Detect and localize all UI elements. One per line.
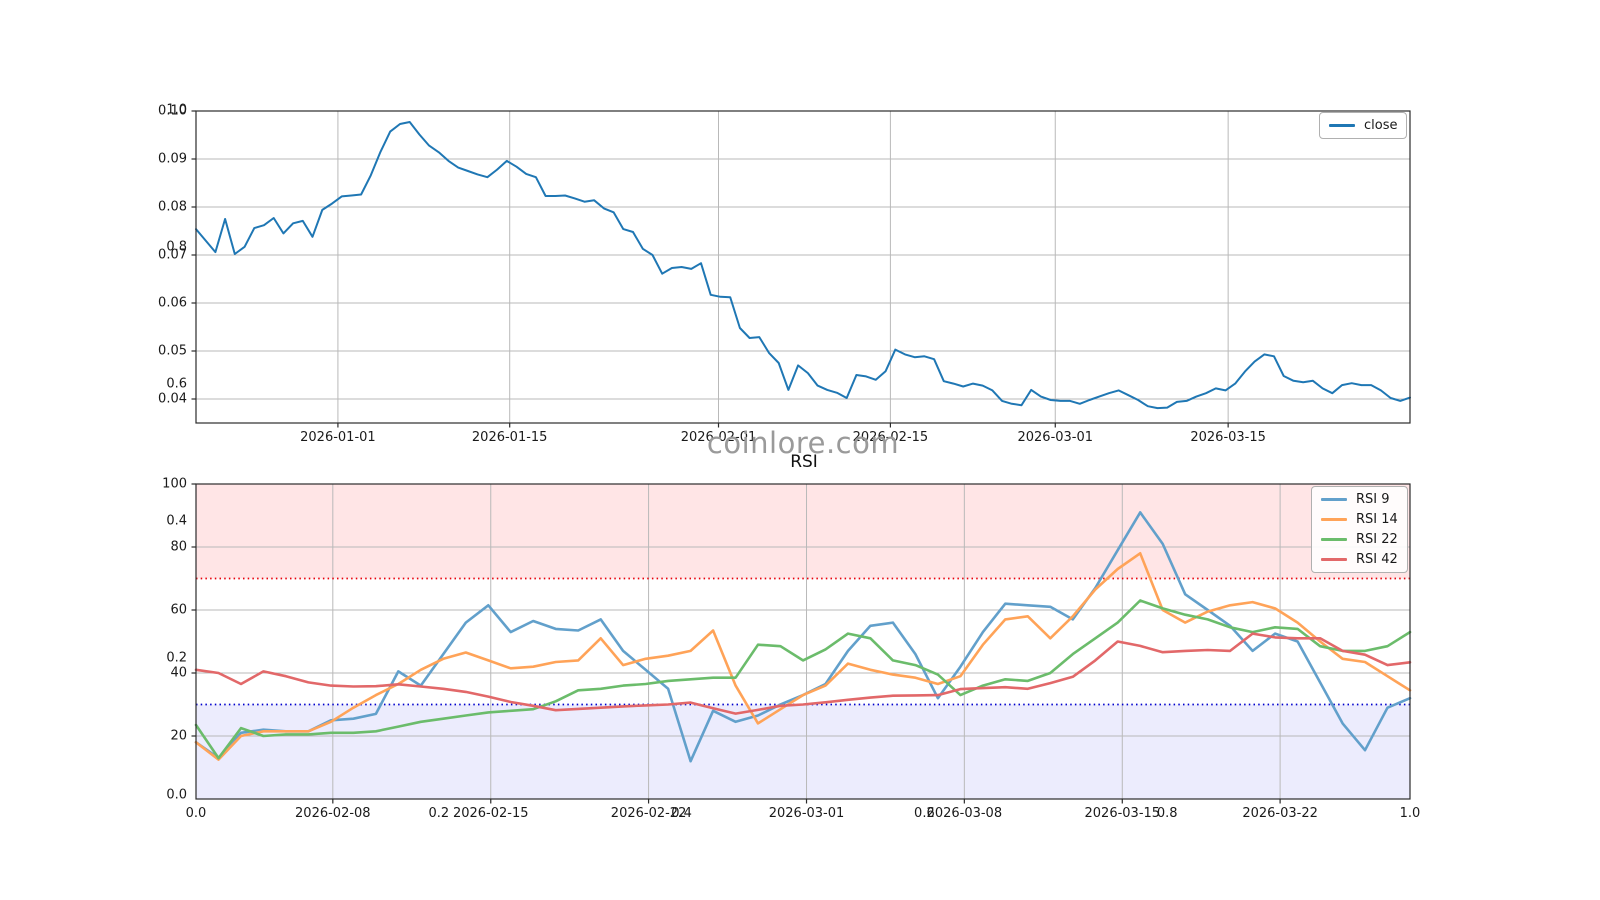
- overlay-x-tick-label: 0.0: [185, 806, 207, 821]
- rsi-x-tick-label: 2026-02-22: [610, 806, 687, 821]
- legend-label: RSI 42: [1356, 552, 1398, 567]
- rsi-plot-svg: [191, 483, 1412, 804]
- rsi-x-tick-label: 2026-03-22: [1242, 806, 1318, 821]
- rsi-panel-title: RSI: [790, 452, 818, 472]
- price-y-tick-label: 0.05: [158, 343, 187, 359]
- price-x-tick-label: 2026-03-01: [1017, 430, 1094, 445]
- price-y-tick-label: 0.09: [158, 151, 187, 167]
- rsi-y-tick-label: 40: [170, 665, 187, 681]
- overlay-x-tick-label: 0.4: [671, 806, 692, 821]
- legend-item: RSI 22: [1321, 532, 1398, 547]
- rsi-x-tick-label: 2026-03-01: [768, 806, 845, 821]
- rsi-band: [196, 704, 1410, 799]
- price-x-tick-label: 2026-03-15: [1190, 430, 1266, 445]
- price-series-close: [195, 121, 1411, 410]
- overlay-x-tick-label: 0.6: [914, 806, 935, 821]
- rsi-x-tick-label: 2026-03-15: [1084, 806, 1161, 821]
- legend-line-icon: [1321, 538, 1347, 541]
- price-y-tick-label: 0.06: [158, 295, 187, 311]
- price-legend: close: [1319, 112, 1408, 139]
- price-x-tick-label: 2026-02-01: [680, 430, 757, 445]
- rsi-y-tick-label: 20: [170, 728, 187, 744]
- price-y-tick-label: 0.10: [158, 103, 187, 119]
- legend-line-icon: [1329, 124, 1355, 127]
- legend-label: RSI 22: [1356, 532, 1398, 547]
- rsi-y-tick-label: 80: [170, 539, 187, 555]
- overlay-y-tick-label: 0.2: [166, 650, 187, 666]
- legend-line-icon: [1321, 558, 1347, 561]
- rsi-legend: RSI 9 RSI 14 RSI 22 RSI 42: [1311, 486, 1408, 573]
- price-x-tick-label: 2026-01-01: [300, 430, 376, 445]
- price-y-tick-label: 0.04: [158, 391, 187, 407]
- rsi-band: [196, 484, 1410, 579]
- rsi-x-tick-label: 2026-02-15: [452, 806, 529, 821]
- legend-label: RSI 9: [1356, 492, 1390, 507]
- overlay-x-tick-label: 0.2: [428, 806, 450, 821]
- price-x-tick-label: 2026-02-15: [852, 430, 929, 445]
- watermark: coinlore.com: [706, 426, 900, 460]
- price-x-tick-label: 2026-01-15: [471, 430, 548, 445]
- rsi-y-tick-label: 100: [162, 476, 187, 492]
- price-y-tick-label: 0.07: [158, 247, 187, 263]
- price-y-tick-label: 0.08: [158, 199, 187, 215]
- price-axes: [191, 110, 1411, 428]
- legend-item: RSI 42: [1321, 552, 1398, 567]
- overlay-y-tick-label: 0.6: [166, 376, 187, 392]
- legend-label: close: [1364, 118, 1398, 133]
- rsi-series-rsi-22: [194, 599, 1412, 760]
- legend-item: RSI 14: [1321, 512, 1398, 527]
- price-plot-svg: [191, 110, 1411, 428]
- overlay-y-tick-label: 0.0: [166, 787, 187, 803]
- rsi-x-tick-label: 2026-02-08: [295, 806, 371, 821]
- rsi-x-tick-label: 2026-03-08: [926, 806, 1003, 821]
- overlay-x-tick-label: 1.0: [1399, 806, 1421, 821]
- rsi-axes: [191, 483, 1412, 804]
- legend-line-icon: [1321, 498, 1347, 501]
- overlay-y-tick-label: 0.8: [166, 239, 187, 255]
- legend-label: RSI 14: [1356, 512, 1398, 527]
- overlay-x-tick-label: 0.8: [1156, 806, 1178, 821]
- overlay-y-tick-label: 1.0: [166, 102, 187, 118]
- legend-item: RSI 9: [1321, 492, 1398, 507]
- rsi-y-tick-label: 60: [170, 602, 187, 618]
- legend-item: close: [1329, 118, 1397, 133]
- overlay-y-tick-label: 0.4: [166, 513, 187, 529]
- rsi-series-rsi-42: [194, 632, 1412, 715]
- legend-line-icon: [1321, 518, 1347, 521]
